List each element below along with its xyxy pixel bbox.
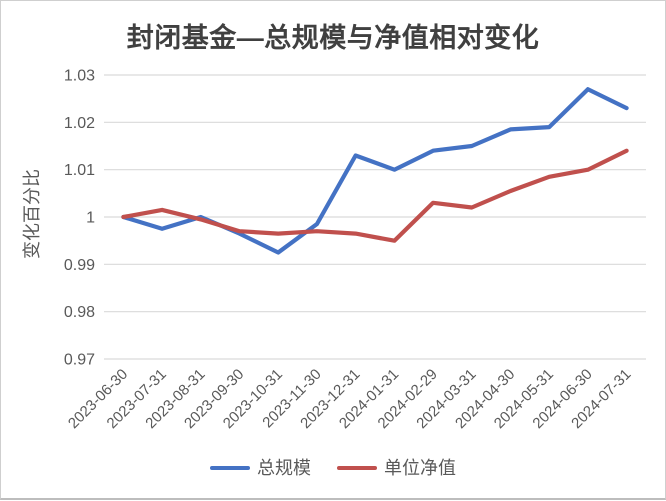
legend-line-sample-red-icon <box>337 465 377 471</box>
y-tick-label: 0.98 <box>64 304 95 321</box>
y-tick-label: 1.01 <box>64 162 95 179</box>
series-line-0 <box>121 87 629 255</box>
y-tick-label: 0.99 <box>64 257 95 274</box>
y-tick-label: 0.97 <box>64 352 95 369</box>
y-tick-label: 1.03 <box>64 68 95 85</box>
y-tick-label: 1 <box>86 210 95 227</box>
series-line-1 <box>121 148 629 243</box>
legend-line-sample-blue-icon <box>210 465 250 471</box>
legend-label-unit-nav: 单位净值 <box>384 458 456 478</box>
legend-item-unit-nav: 单位净值 <box>337 459 456 477</box>
y-tick-label: 1.02 <box>64 115 95 132</box>
legend-item-total-scale: 总规模 <box>210 459 311 477</box>
legend-label-total-scale: 总规模 <box>257 458 311 478</box>
legend: 总规模 单位净值 <box>1 459 665 477</box>
chart-title: 封闭基金—总规模与净值相对变化 <box>126 23 540 53</box>
